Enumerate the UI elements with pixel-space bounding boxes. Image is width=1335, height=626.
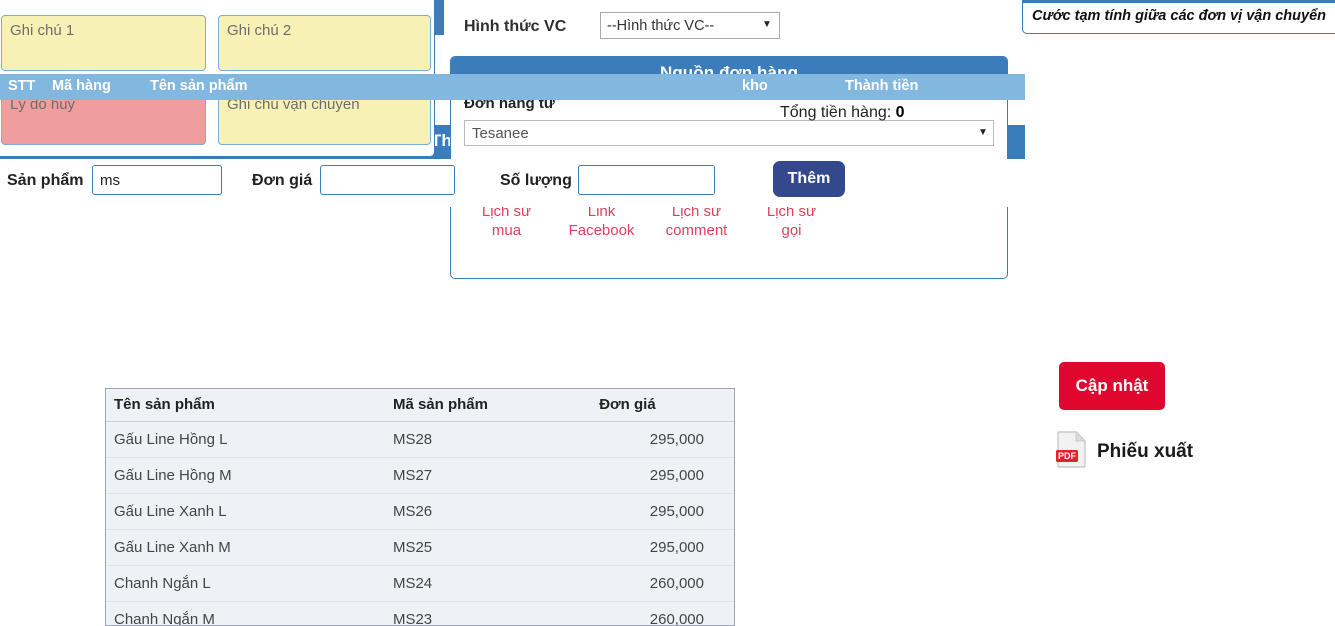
autocomplete-row[interactable]: Gấu Line Hồng L MS28 295,000 [106, 421, 734, 458]
autocomplete-cell-name: Gấu Line Xanh M [106, 529, 385, 566]
autocomplete-row[interactable]: Chanh Ngắn M MS23 260,000 [106, 601, 734, 625]
product-table-header: STT Mã hàng Tên sản phẩm kho Thành tiền [0, 74, 1025, 100]
shipping-method-label: Hình thức VC [464, 18, 567, 35]
autocomplete-cell-name: Gấu Line Xanh L [106, 493, 385, 530]
autocomplete-cell-price: 295,000 [599, 421, 734, 458]
autocomplete-row[interactable]: Gấu Line Xanh M MS25 295,000 [106, 529, 734, 566]
autocomplete-cell-code: MS25 [384, 529, 600, 566]
total-value: 0 [895, 104, 905, 121]
update-button[interactable]: Cập nhật [1059, 362, 1165, 410]
total-label: Tổng tiền hàng: [780, 104, 892, 121]
ac-header-code: Mã sản phẩm [384, 389, 600, 422]
link-label-line1: Lịch sử [671, 203, 722, 220]
link-lich-su-comment[interactable]: Lịch sử comment [649, 153, 744, 240]
quantity-input[interactable] [578, 165, 715, 195]
pdf-icon: PDF [1055, 430, 1089, 473]
quantity-label: Số lượng [500, 172, 572, 189]
column-header-stock: kho [742, 78, 768, 94]
autocomplete-cell-name: Gấu Line Hồng M [106, 457, 385, 494]
autocomplete-cell-price: 295,000 [599, 493, 734, 530]
autocomplete-cell-code: MS24 [384, 565, 600, 602]
product-search-input[interactable] [92, 165, 222, 195]
link-label-line2: comment [665, 222, 728, 239]
export-pdf-label: Phiếu xuất [1097, 440, 1194, 462]
note-2-textarea[interactable] [218, 15, 431, 71]
autocomplete-cell-code: MS28 [384, 421, 600, 458]
autocomplete-table: Tên sản phẩm Mã sản phẩm Đơn giá Gấu Lin… [106, 389, 734, 625]
shipping-fee-title [1023, 0, 1335, 3]
unit-price-label: Đơn giá [252, 172, 313, 189]
autocomplete-cell-code: MS23 [384, 601, 600, 625]
column-header-amount: Thành tiền [845, 78, 919, 94]
product-autocomplete-dropdown[interactable]: Tên sản phẩm Mã sản phẩm Đơn giá Gấu Lin… [105, 388, 735, 626]
export-pdf-link[interactable]: PDF Phiếu xuất [1055, 430, 1193, 473]
link-label-line2: Facebook [568, 222, 635, 239]
link-label-line2: gọi [781, 222, 802, 239]
autocomplete-cell-price: 260,000 [599, 565, 734, 602]
autocomplete-cell-price: 295,000 [599, 457, 734, 494]
add-product-button[interactable]: Thêm [773, 161, 845, 197]
autocomplete-cell-code: MS26 [384, 493, 600, 530]
note-1-textarea[interactable] [1, 15, 206, 71]
autocomplete-body: Gấu Line Hồng L MS28 295,000 Gấu Line Hồng … [106, 421, 734, 625]
autocomplete-cell-name: Gấu Line Hồng L [106, 421, 385, 458]
ac-header-price: Đơn giá [599, 389, 734, 422]
link-label-line2: mua [491, 222, 522, 239]
autocomplete-row[interactable]: Gấu Line Xanh L MS26 295,000 [106, 493, 734, 530]
ac-header-name: Tên sản phẩm [106, 389, 385, 422]
unit-price-input[interactable] [320, 165, 455, 195]
shipping-method-select[interactable]: --Hình thức VC-- [600, 12, 780, 39]
svg-text:PDF: PDF [1058, 451, 1077, 461]
product-add-form: Sản phẩm Đơn giá Số lượng Thêm [0, 159, 1025, 207]
source-order-select[interactable]: Tesanee [464, 120, 994, 146]
autocomplete-header-row: Tên sản phẩm Mã sản phẩm Đơn giá [106, 389, 734, 422]
shipping-fee-panel: Cước tạm tính giữa các đơn vị vận chuyển [1022, 0, 1335, 34]
link-label-line1: Link [587, 203, 616, 220]
autocomplete-row[interactable]: Chanh Ngắn L MS24 260,000 [106, 565, 734, 602]
autocomplete-cell-name: Chanh Ngắn M [106, 601, 385, 625]
column-header-stt: STT [8, 78, 36, 94]
link-label-line1: Lịch sử [766, 203, 817, 220]
link-label-line1: Lịch sử [481, 203, 532, 220]
shipping-fee-note: Cước tạm tính giữa các đơn vị vận chuyển [1032, 8, 1326, 24]
autocomplete-cell-name: Chanh Ngắn L [106, 565, 385, 602]
product-field-label: Sản phẩm [7, 172, 84, 189]
autocomplete-cell-code: MS27 [384, 457, 600, 494]
autocomplete-row[interactable]: Gấu Line Hồng M MS27 295,000 [106, 457, 734, 494]
total-amount-row: Tổng tiền hàng: 0 [0, 104, 1025, 122]
autocomplete-cell-price: 295,000 [599, 529, 734, 566]
column-header-code: Mã hàng [52, 78, 111, 94]
autocomplete-cell-price: 260,000 [599, 601, 734, 625]
product-info-panel: Thông tin sản phẩm Sản phẩm Đơn giá Số l… [0, 74, 1025, 433]
column-header-name: Tên sản phẩm [150, 78, 248, 94]
